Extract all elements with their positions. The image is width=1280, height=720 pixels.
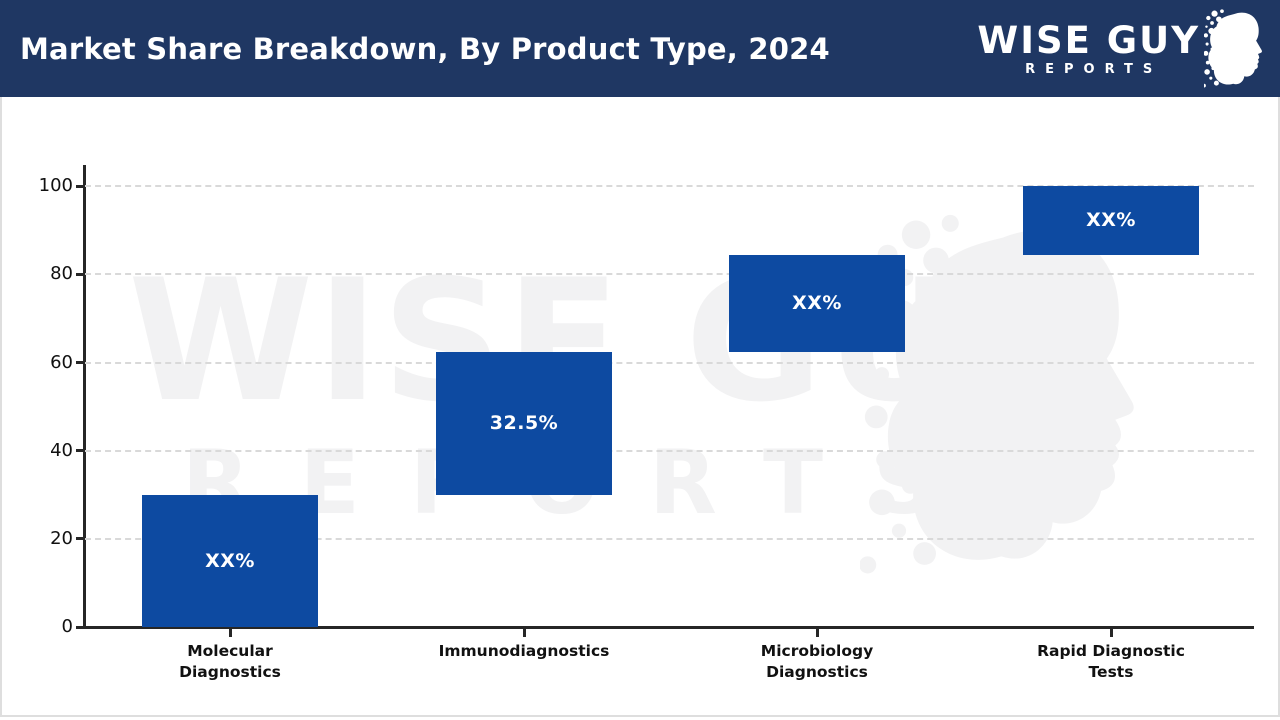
page-title: Market Share Breakdown, By Product Type,… [20, 31, 830, 66]
y-tick-label: 80 [50, 263, 73, 285]
gridline-100 [85, 185, 1254, 188]
y-tick-20 [76, 537, 84, 541]
plot-area: 0 20 40 60 80 100 XX% Molecular Diagnostics 32.5… [2, 97, 1278, 715]
brand-head-icon [1204, 8, 1262, 87]
category-label: Immunodiagnostics [438, 642, 610, 660]
bar-value-label: XX% [792, 292, 842, 315]
bar-value-label: XX% [1086, 209, 1136, 232]
bar-segment: 32.5% [436, 351, 612, 495]
y-tick-0 [76, 625, 84, 629]
category-label: Molecular Diagnostics [179, 642, 281, 681]
gridline-60 [85, 361, 1254, 364]
y-tick-100 [76, 184, 84, 188]
y-tick-label: 0 [61, 616, 73, 637]
y-tick-60 [76, 361, 84, 365]
bar-segment: XX% [729, 254, 905, 352]
bar-value-label: XX% [205, 549, 255, 572]
y-tick-80 [76, 272, 84, 276]
category-label: Rapid Diagnostic Tests [1037, 642, 1185, 681]
chart-card: WISE GUY REPORTS 020406080100XX%Molecula… [0, 97, 1280, 717]
brand-logo: WISE GUY REPORTS [977, 8, 1266, 90]
brand-subtitle: REPORTS [1025, 61, 1163, 77]
gridline-20 [85, 537, 1254, 540]
x-tick [815, 628, 819, 637]
gridline-40 [85, 449, 1254, 452]
x-tick [228, 628, 232, 637]
y-tick-40 [76, 449, 84, 453]
bar-segment: XX% [1023, 186, 1199, 255]
x-tick [522, 628, 526, 637]
x-tick [1109, 628, 1113, 637]
x-axis-line [83, 626, 1254, 629]
y-tick-label: 40 [50, 439, 73, 461]
bar-segment: XX% [142, 494, 318, 627]
y-axis-line [83, 165, 86, 628]
bar-value-label: 32.5% [489, 412, 559, 435]
y-tick-label: 20 [50, 527, 73, 549]
y-tick-label: 60 [50, 351, 73, 373]
header: Market Share Breakdown, By Product Type,… [0, 0, 1280, 97]
gridline-80 [85, 273, 1254, 276]
y-tick-label: 100 [38, 175, 73, 197]
brand-logo-text: WISE GUY REPORTS [977, 18, 1200, 77]
brand-name: WISE GUY [977, 18, 1200, 62]
category-label: Microbiology Diagnostics [760, 642, 874, 681]
